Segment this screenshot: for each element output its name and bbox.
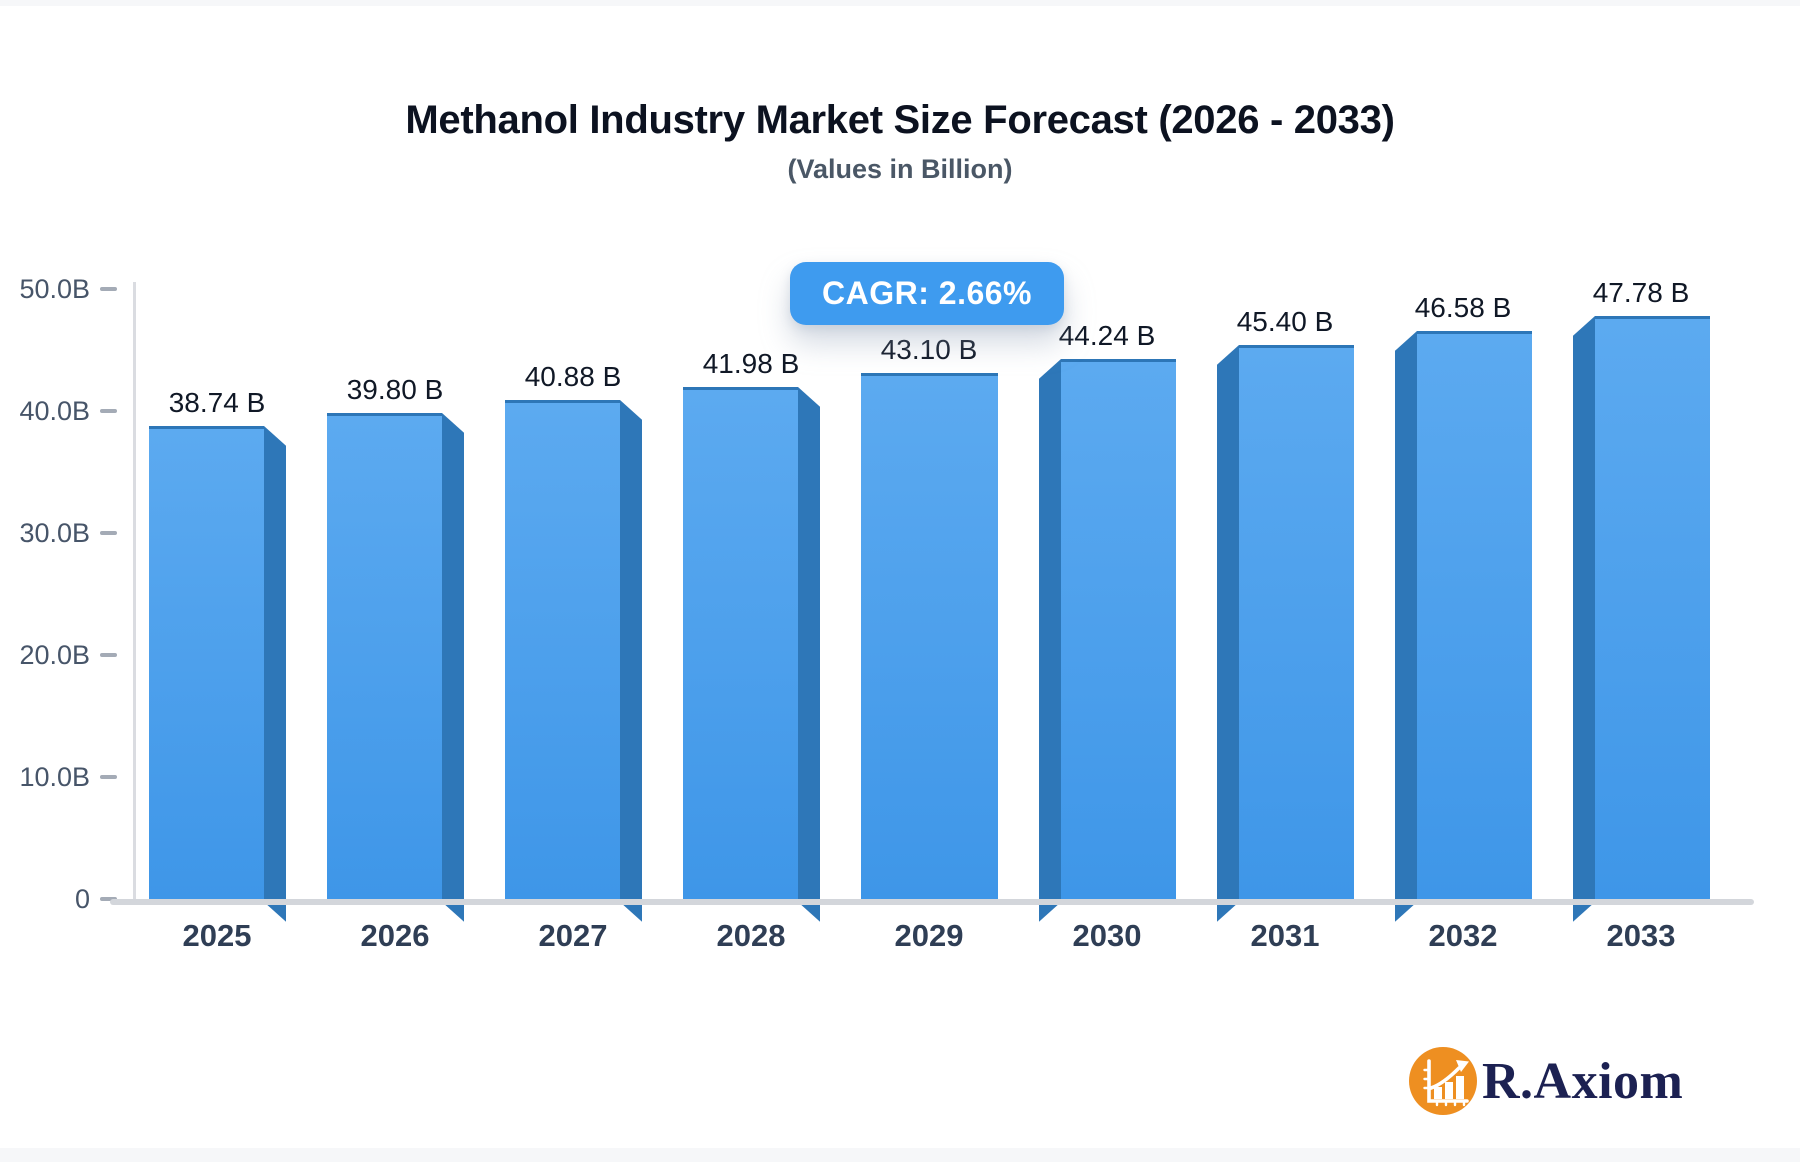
bar-2030 [1060,359,1176,902]
logo: R.Axiom [1408,1046,1683,1116]
bar-2029 [860,373,998,902]
page-bottom-strip [0,1148,1800,1156]
chart-title: Methanol Industry Market Size Forecast (… [405,98,1395,142]
x-axis-category-label: 2025 [182,918,252,953]
bar-2026 [326,413,442,902]
bar-2032 [1416,330,1532,902]
bar-2031 [1238,345,1354,902]
x-axis-category-label: 2031 [1250,918,1320,953]
chart-subtitle: (Values in Billion) [787,154,1013,184]
bar-value-label: 46.58 B [1414,291,1512,323]
y-axis-tick-mark [100,775,117,779]
bar-value-label: 39.80 B [346,374,444,406]
y-axis-tick-mark [100,653,117,657]
bar-value-label: 40.88 B [524,361,622,393]
bar-2033 [1594,316,1710,902]
bar-2027-side-face [619,400,642,922]
bar-2025 [148,426,264,902]
plot-area: 50.0B 40.0B 30.0B 20.0B 10.0B 0 38.74 B 2025 39.… [0,6,1800,1162]
y-axis-tick-mark [100,897,117,901]
bar-value-label: 41.98 B [702,347,800,379]
x-axis-category-label: 2026 [360,918,430,953]
bar-2033-side-face [1572,316,1595,922]
y-axis-tick-label: 50.0B [19,274,90,304]
x-axis-category-label: 2027 [538,918,608,953]
bar-value-label: 45.40 B [1236,306,1334,338]
x-axis-category-label: 2032 [1428,918,1498,953]
cagr-badge: CAGR: 2.66% [790,262,1064,325]
bar-value-label: 38.74 B [168,387,266,419]
bar-value-label: 47.78 B [1592,277,1690,309]
page-top-strip [0,0,1800,6]
y-axis-tick-mark [100,287,117,291]
bar-2031-side-face [1216,345,1239,922]
x-axis-category-label: 2028 [716,918,786,953]
y-axis-tick-mark [100,409,117,413]
y-axis-tick-label: 0 [74,884,90,914]
y-axis-tick-label: 20.0B [19,640,90,670]
y-axis-line [133,282,136,905]
bar-value-label: 43.10 B [880,334,978,366]
bar-2030-side-face [1038,359,1061,922]
x-axis-category-label: 2033 [1606,918,1676,953]
bar-2028 [682,386,798,902]
logo-text: R.Axiom [1482,1052,1684,1110]
y-axis-tick-label: 30.0B [19,518,90,548]
x-axis-category-label: 2029 [894,918,964,953]
bar-2025-side-face [263,426,286,922]
y-axis-tick-mark [100,531,117,535]
x-axis-category-label: 2030 [1072,918,1142,953]
bar-2026-side-face [441,413,464,922]
bar-2032-side-face [1394,330,1417,922]
growth-chart-icon [1409,1047,1477,1115]
bar-2027 [504,400,620,902]
chart-card: Methanol Industry Market Size Forecast (… [0,6,1800,1148]
bar-value-label: 44.24 B [1058,320,1156,352]
x-baseline [110,899,1754,905]
bar-2028-side-face [797,386,820,922]
y-axis-tick-label: 10.0B [19,762,90,792]
y-axis-tick-label: 40.0B [19,396,90,426]
